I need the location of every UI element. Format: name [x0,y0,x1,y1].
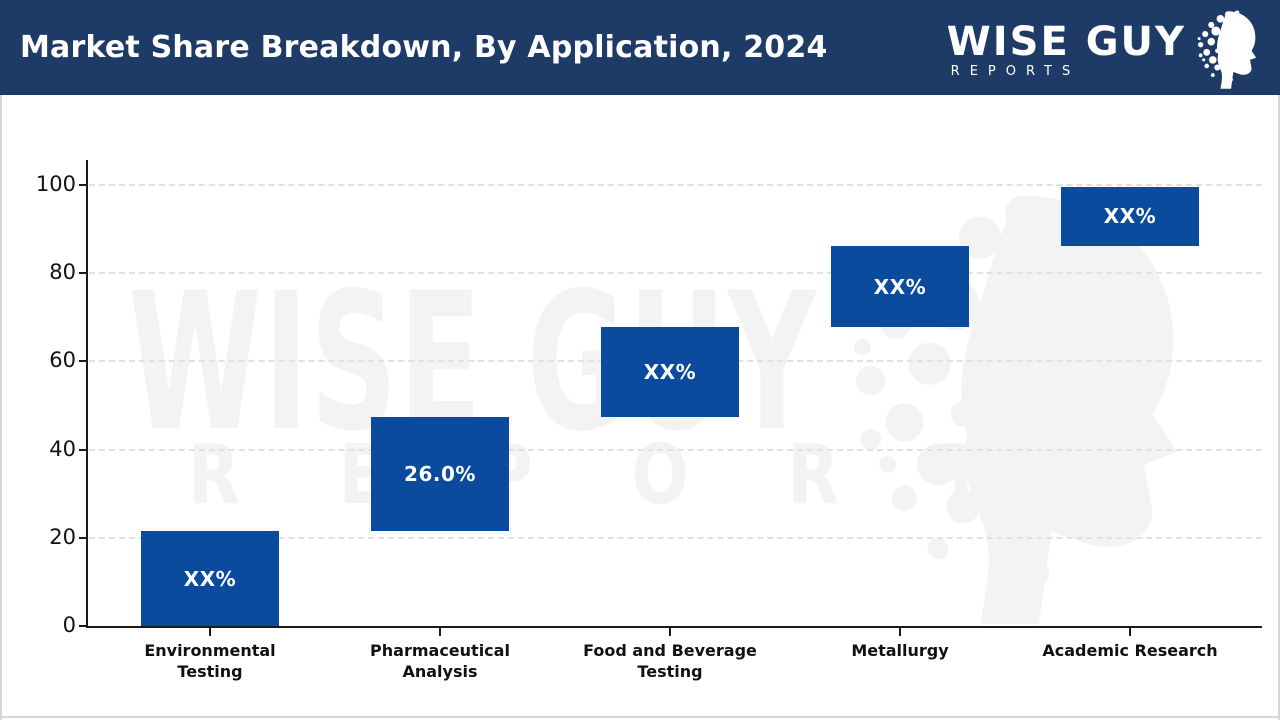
brand-logo-text: WISE GUY REPORTS [947,21,1186,79]
y-tick-100 [79,184,88,186]
x-tick-1 [439,628,441,636]
x-tick-0 [209,628,211,636]
category-label-0: Environmental Testing [90,640,330,682]
category-label-line: Testing [637,662,703,681]
x-axis-line [86,626,1262,628]
category-label-line: Testing [177,662,243,681]
bar-value-label-3: XX% [873,274,927,299]
category-label-line: Pharmaceutical [370,641,510,660]
y-tick-label-100: 100 [35,172,76,196]
category-label-line: Food and Beverage [583,641,757,660]
category-label-1: Pharmaceutical Analysis [320,640,560,682]
y-tick-label-20: 20 [49,524,76,549]
right-border [1278,0,1280,720]
bar-1: 26.0% [371,416,509,532]
y-tick-label-80: 80 [49,260,76,285]
category-label-line: Metallurgy [851,641,949,660]
brand-subtitle: REPORTS [950,64,1081,79]
x-tick-2 [669,628,671,636]
category-label-4: Academic Research [1010,640,1250,661]
gridline-20 [89,536,1262,539]
brand-face-icon [1197,10,1257,89]
category-label-line: Analysis [402,662,478,681]
chart-plot-area: 0 20 40 60 80 100 XX% Environmental Testing 26.0%… [0,95,1280,720]
gridline-40 [89,448,1262,451]
bar-value-label-0: XX% [183,566,237,591]
y-tick-label-0: 0 [62,613,76,637]
y-tick-0 [79,625,88,627]
category-label-line: Environmental [144,641,276,660]
y-tick-label-60: 60 [49,348,76,373]
page-title: Market Share Breakdown, By Application, … [20,30,828,65]
bar-value-label-2: XX% [643,359,697,384]
gridline-80 [89,272,1262,275]
category-label-2: Food and Beverage Testing [550,640,790,682]
y-axis-line [86,160,88,628]
y-tick-40 [79,448,88,451]
bar-2: XX% [601,327,739,417]
brand-wordmark: WISE GUY [946,19,1186,65]
category-label-line: Academic Research [1042,641,1218,660]
bar-3: XX% [831,246,969,327]
gridline-100 [89,184,1262,186]
bar-value-label-4: XX% [1103,204,1157,229]
y-tick-label-40: 40 [49,436,76,461]
x-tick-4 [1129,628,1131,636]
y-tick-80 [79,272,88,275]
y-tick-60 [79,360,88,363]
category-label-3: Metallurgy [780,640,1020,661]
y-tick-20 [79,536,88,539]
header-band: Market Share Breakdown, By Application, … [0,0,1280,95]
brand-logo: WISE GUY REPORTS [947,8,1266,92]
bar-0: XX% [141,531,279,626]
bottom-border [0,716,1280,718]
x-tick-3 [899,628,901,636]
left-border [0,0,2,720]
bar-value-label-1: 26.0% [404,461,476,486]
bar-4: XX% [1061,186,1199,246]
